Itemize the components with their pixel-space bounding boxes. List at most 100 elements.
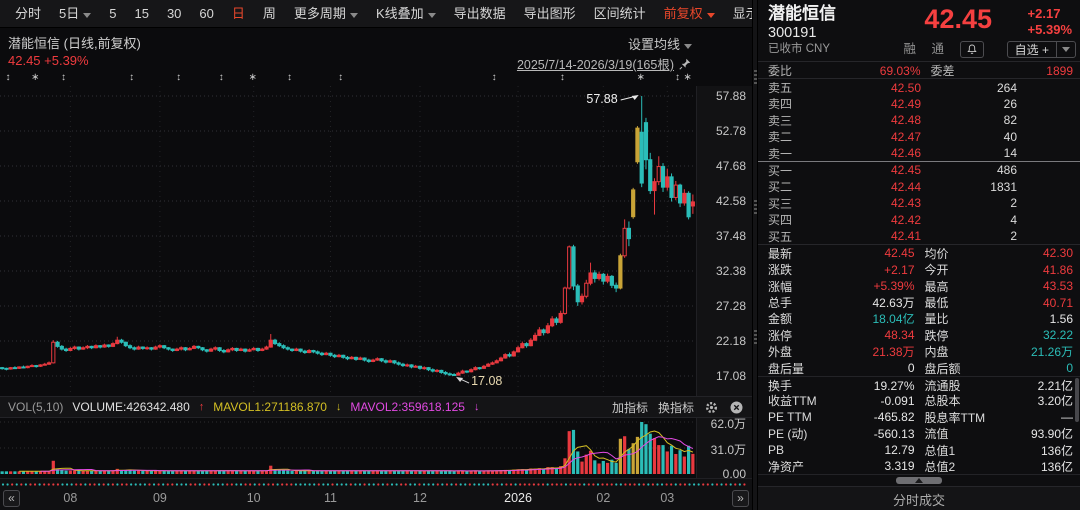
event-updown-icon[interactable]: ↕ [491, 72, 497, 83]
stat-label: 盘后量 [768, 361, 805, 376]
stat-value: 19.27% [873, 378, 915, 393]
toolbar-item-60[interactable]: 60 [199, 5, 214, 21]
volume-indicator-header: VOL(5,10) VOLUME:426342.480 ↑ MAVOL1:2711… [0, 396, 752, 418]
stat-row: 换手 19.27% 流通股 2.21亿 [758, 376, 1080, 393]
toolbar-item-导出图形[interactable]: 导出图形 [523, 5, 576, 21]
alert-bell-button[interactable] [960, 41, 984, 58]
toolbar-item-导出数据[interactable]: 导出数据 [453, 5, 506, 21]
level-price: 42.49 [890, 96, 921, 111]
scroll-right-button[interactable]: » [732, 490, 749, 507]
bid-row[interactable]: 买五 42.41 2 [758, 228, 1080, 244]
level-price: 42.42 [890, 212, 921, 227]
ask-row[interactable]: 卖五 42.50 264 [758, 79, 1080, 96]
chevron-down-icon [349, 12, 358, 18]
toolbar-item-5日[interactable]: 5日 [50, 0, 100, 28]
price-tick-label: 17.08 [715, 369, 746, 384]
weicha-label: 委差 [930, 64, 955, 78]
bid-row[interactable]: 买一 42.45 486 [758, 162, 1080, 178]
stat-value: 42.30 [1042, 246, 1073, 261]
close-icon[interactable] [729, 400, 744, 415]
level-label: 卖二 [768, 130, 793, 145]
toolbar-item-30[interactable]: 30 [166, 5, 182, 21]
chevron-down-icon [427, 12, 436, 18]
weibi-label: 委比 [768, 64, 793, 78]
panel-collapse-handle [758, 474, 1080, 486]
candlestick-chart[interactable]: 57.88 17.08 [0, 86, 696, 396]
event-updown-icon[interactable]: ↕ [176, 72, 182, 83]
gear-icon[interactable] [704, 400, 719, 415]
level-label: 买三 [768, 196, 793, 211]
event-updown-icon[interactable]: ↕ [286, 72, 292, 83]
stat-value: +2.17 [884, 262, 915, 277]
level-label: 卖一 [768, 146, 793, 161]
bid-row[interactable]: 买三 42.43 2 [758, 195, 1080, 211]
add-indicator-button[interactable]: 加指标 [611, 400, 648, 415]
stat-value: 0 [907, 361, 915, 376]
stat-label: 总值2 [924, 459, 956, 474]
bell-icon [967, 44, 977, 54]
stat-value: 0 [1066, 361, 1073, 376]
bid-row[interactable]: 买二 42.44 1831 [758, 178, 1080, 195]
switch-indicator-button[interactable]: 换指标 [657, 400, 694, 415]
stat-row: 净资产 3.319 总值2 136亿 [758, 458, 1080, 474]
event-updown-icon[interactable]: ↕ [338, 72, 344, 83]
tab-time-and-sales[interactable]: 分时成交 [758, 486, 1080, 510]
level-label: 买四 [768, 213, 793, 228]
ask-row[interactable]: 卖四 42.49 26 [758, 95, 1080, 112]
event-updown-icon[interactable]: ↕ [5, 72, 11, 83]
level-price: 42.43 [890, 196, 921, 211]
panel-scrollbar-thumb[interactable] [1075, 378, 1079, 422]
market-status: 已收市 CNY [768, 43, 830, 55]
ask-row[interactable]: 卖一 42.46 14 [758, 145, 1080, 161]
event-updown-icon[interactable]: ↕ [674, 72, 680, 83]
level-price: 42.46 [890, 146, 921, 161]
time-axis: « » 08 09 10 11 12 2026 02 03 [0, 478, 752, 510]
book-divider [758, 160, 1080, 162]
add-watchlist-button[interactable]: 自选 + [1006, 41, 1076, 58]
event-star-icon[interactable]: ∗ [248, 72, 257, 83]
stock-code: 300191 [768, 25, 817, 41]
toolbar-item-前复权[interactable]: 前复权 [655, 0, 724, 28]
chevron-down-icon [83, 12, 92, 18]
last-price: 42.45 [924, 4, 992, 34]
collapse-handle-button[interactable] [896, 477, 942, 485]
ma-setting-dropdown[interactable]: 设置均线 [628, 34, 692, 53]
event-star-icon[interactable]: ∗ [636, 72, 645, 83]
event-star-icon[interactable]: ∗ [683, 72, 692, 83]
toolbar-item-15[interactable]: 15 [134, 5, 149, 21]
pane-splitter[interactable] [752, 0, 758, 510]
stat-label: 收益TTM [768, 394, 817, 409]
bid-row[interactable]: 买四 42.42 4 [758, 211, 1080, 228]
event-star-icon[interactable]: ∗ [31, 72, 40, 83]
stat-value: 41.86 [1042, 262, 1073, 277]
stat-label: 涨停 [768, 328, 793, 343]
stat-value: 1.56 [1049, 311, 1073, 326]
stat-row: 外盘 21.38万 内盘 21.26万 [758, 343, 1080, 359]
chevron-down-icon [1062, 47, 1070, 52]
event-updown-icon[interactable]: ↕ [60, 72, 66, 83]
ask-row[interactable]: 卖二 42.47 40 [758, 128, 1080, 145]
toolbar-item-日[interactable]: 日 [231, 5, 245, 21]
triangle-up-icon [915, 478, 923, 484]
ask-row[interactable]: 卖三 42.48 82 [758, 112, 1080, 128]
event-updown-icon[interactable]: ↕ [559, 72, 565, 83]
event-updown-icon[interactable]: ↕ [218, 72, 224, 83]
event-updown-icon[interactable]: ↕ [129, 72, 135, 83]
date-range-label[interactable]: 2025/7/14-2026/3/19(165根) [516, 58, 674, 72]
pin-icon[interactable] [678, 57, 692, 71]
toolbar-item-5[interactable]: 5 [109, 5, 117, 21]
stat-value: 3.319 [884, 459, 915, 474]
scroll-left-button[interactable]: « [3, 490, 20, 507]
toolbar-item-K线叠加[interactable]: K线叠加 [367, 0, 445, 28]
toolbar-item-周[interactable]: 周 [262, 5, 276, 21]
watchlist-dropdown[interactable] [1056, 42, 1075, 57]
toolbar-item-更多周期[interactable]: 更多周期 [285, 0, 367, 28]
time-tick-label: 02 [596, 491, 611, 505]
volume-chart[interactable] [0, 418, 696, 478]
toolbar-item-区间统计[interactable]: 区间统计 [593, 5, 646, 21]
order-imbalance-row: 委比 69.03% 委差 1899 [758, 62, 1080, 79]
stat-value: -560.13 [873, 426, 915, 441]
level-price: 42.45 [890, 163, 921, 178]
toolbar-item-分时[interactable]: 分时 [15, 5, 42, 21]
